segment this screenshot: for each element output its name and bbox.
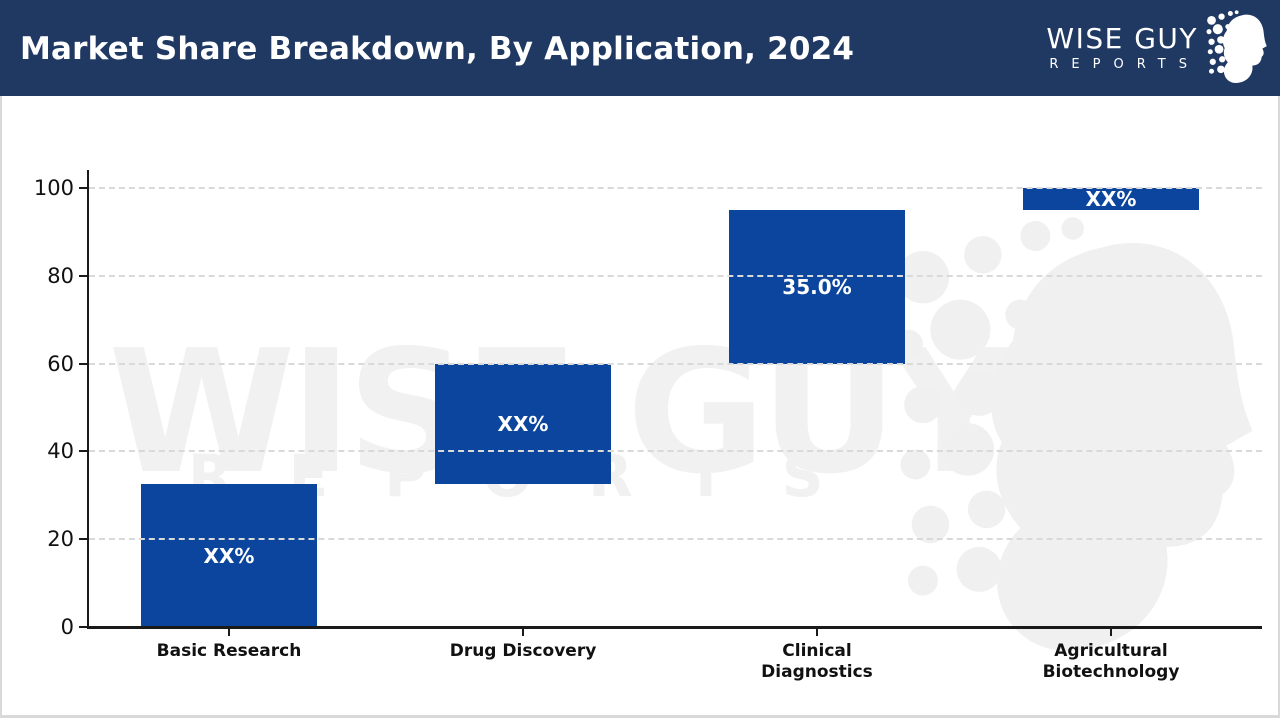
wiseguy-head-icon bbox=[1206, 10, 1267, 84]
watermark-subtitle: REPORTS bbox=[188, 442, 880, 510]
page-title: Market Share Breakdown, By Application, … bbox=[20, 31, 855, 67]
watermark-head-icon bbox=[892, 217, 1253, 651]
logo-text: WISE GUY REPORTS bbox=[1046, 22, 1200, 73]
logo-wordmark: WISE GUY bbox=[1046, 22, 1198, 55]
logo-subtitle: REPORTS bbox=[1049, 57, 1200, 72]
wiseguy-logo: WISE GUY REPORTS bbox=[1046, 9, 1268, 87]
header-band: Market Share Breakdown, By Application, … bbox=[0, 0, 1280, 96]
